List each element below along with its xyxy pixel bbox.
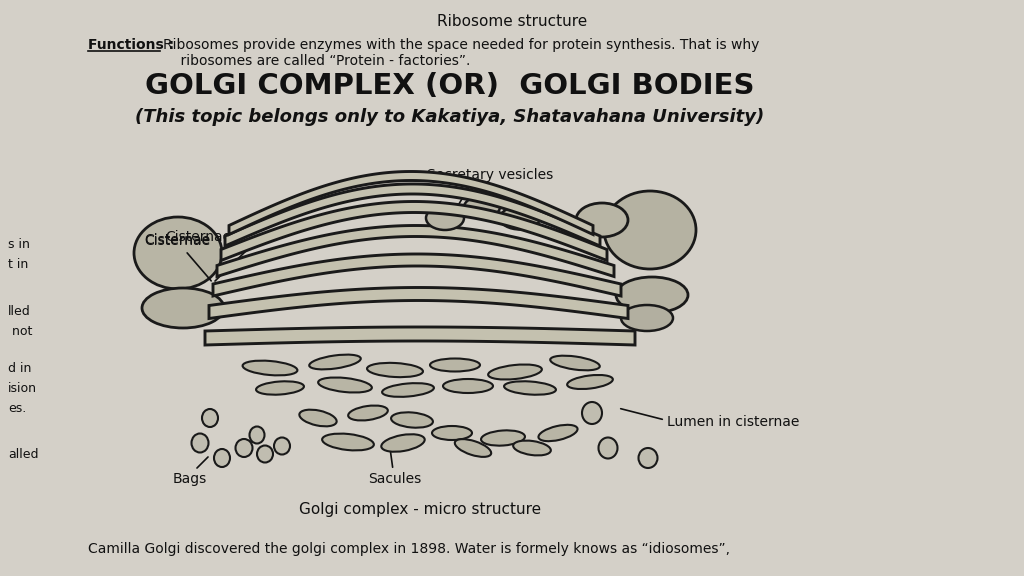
Ellipse shape [513, 441, 551, 456]
Ellipse shape [504, 381, 556, 395]
Ellipse shape [274, 438, 290, 454]
Ellipse shape [500, 207, 540, 229]
Ellipse shape [309, 355, 360, 369]
Ellipse shape [367, 363, 423, 377]
Ellipse shape [539, 425, 578, 441]
Ellipse shape [604, 191, 696, 269]
Ellipse shape [488, 365, 542, 380]
Text: lled: lled [8, 305, 31, 318]
Ellipse shape [299, 410, 337, 426]
Ellipse shape [381, 434, 425, 452]
Ellipse shape [243, 361, 297, 376]
Ellipse shape [598, 438, 617, 458]
Ellipse shape [257, 445, 273, 463]
Ellipse shape [426, 206, 464, 230]
Text: Cisternae: Cisternae [165, 230, 231, 244]
Text: Camilla Golgi discovered the golgi complex in 1898. Water is formely knows as “i: Camilla Golgi discovered the golgi compl… [88, 542, 730, 556]
Ellipse shape [639, 448, 657, 468]
Ellipse shape [575, 203, 628, 237]
Text: ision: ision [8, 382, 37, 395]
Text: d in: d in [8, 362, 32, 375]
Ellipse shape [432, 426, 472, 440]
Ellipse shape [202, 409, 218, 427]
Ellipse shape [142, 288, 224, 328]
Ellipse shape [134, 217, 222, 289]
Ellipse shape [616, 277, 688, 313]
Text: Sacules: Sacules [369, 472, 422, 486]
Ellipse shape [621, 305, 673, 331]
Text: s in: s in [8, 238, 30, 251]
Text: Lumen in cisternae: Lumen in cisternae [667, 415, 800, 429]
Ellipse shape [382, 383, 434, 397]
Text: Golgi complex - micro structure: Golgi complex - micro structure [299, 502, 541, 517]
Text: Bags: Bags [173, 472, 207, 486]
Ellipse shape [348, 406, 388, 420]
Ellipse shape [430, 358, 480, 372]
Ellipse shape [455, 439, 492, 457]
Ellipse shape [256, 381, 304, 395]
Ellipse shape [236, 439, 253, 457]
Text: Functions :: Functions : [88, 38, 174, 52]
Text: Secretary vesicles: Secretary vesicles [427, 168, 553, 182]
Text: Ribosome structure: Ribosome structure [437, 14, 587, 29]
Polygon shape [217, 226, 614, 276]
Ellipse shape [323, 434, 374, 450]
Ellipse shape [391, 412, 433, 428]
Ellipse shape [550, 356, 600, 370]
Polygon shape [209, 287, 628, 319]
Ellipse shape [567, 375, 612, 389]
Ellipse shape [582, 402, 602, 424]
Polygon shape [213, 254, 621, 296]
Text: alled: alled [8, 448, 39, 461]
Ellipse shape [250, 426, 264, 444]
Ellipse shape [481, 430, 525, 446]
Text: not: not [8, 325, 33, 338]
Polygon shape [229, 172, 593, 234]
Text: (This topic belongs only to Kakatiya, Shatavahana University): (This topic belongs only to Kakatiya, Sh… [135, 108, 765, 126]
Ellipse shape [443, 379, 493, 393]
Text: es.: es. [8, 402, 27, 415]
Polygon shape [225, 184, 600, 246]
Polygon shape [221, 202, 607, 260]
Ellipse shape [464, 196, 500, 218]
Polygon shape [205, 327, 635, 345]
Ellipse shape [318, 377, 372, 392]
Ellipse shape [214, 449, 230, 467]
Text: t in: t in [8, 258, 29, 271]
Text: Cisternae: Cisternae [144, 234, 211, 281]
Ellipse shape [191, 434, 209, 453]
Text: Ribosomes provide enzymes with the space needed for protein synthesis. That is w: Ribosomes provide enzymes with the space… [163, 38, 760, 68]
Text: Cisternae: Cisternae [144, 233, 210, 247]
Text: GOLGI COMPLEX (OR)  GOLGI BODIES: GOLGI COMPLEX (OR) GOLGI BODIES [145, 72, 755, 100]
